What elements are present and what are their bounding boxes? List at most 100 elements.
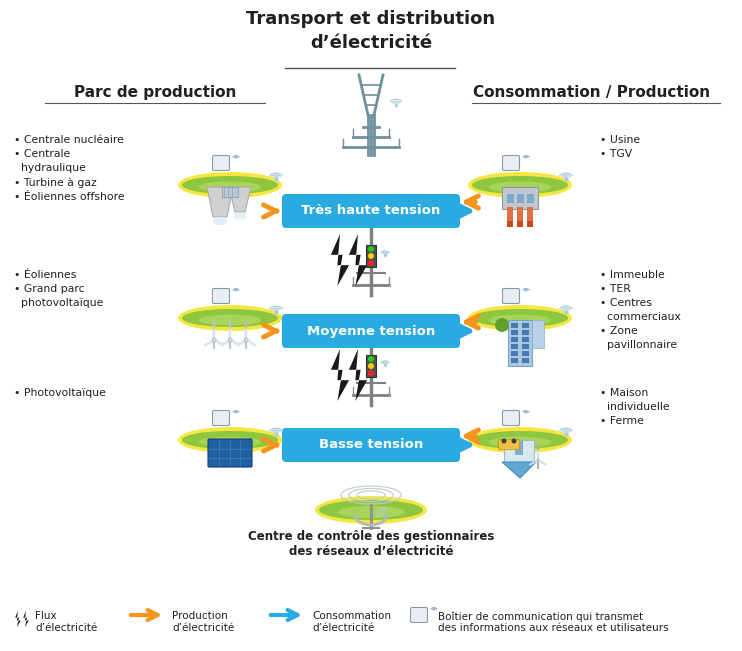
Bar	[511, 323, 518, 328]
Bar	[504, 440, 534, 462]
Ellipse shape	[489, 314, 551, 326]
Bar	[511, 337, 518, 342]
Ellipse shape	[472, 176, 568, 194]
FancyBboxPatch shape	[212, 156, 229, 171]
Bar	[507, 221, 513, 227]
Bar	[511, 330, 518, 335]
Text: • Centrale nucléaire
• Centrale
  hydraulique
• Turbine à gaz
• Éoliennes offsho: • Centrale nucléaire • Centrale hydrauli…	[14, 135, 125, 202]
Circle shape	[240, 213, 246, 219]
Polygon shape	[15, 611, 21, 628]
Bar	[522, 330, 529, 335]
Circle shape	[495, 318, 509, 332]
Bar	[517, 207, 523, 223]
Text: Parc de production: Parc de production	[73, 85, 236, 100]
Text: Consommation / Production: Consommation / Production	[473, 85, 711, 100]
Circle shape	[213, 217, 221, 225]
Polygon shape	[229, 187, 251, 212]
FancyBboxPatch shape	[282, 428, 460, 462]
Bar	[522, 358, 529, 363]
Ellipse shape	[182, 176, 278, 194]
FancyBboxPatch shape	[282, 194, 460, 228]
Ellipse shape	[199, 182, 261, 193]
Ellipse shape	[337, 506, 405, 518]
Bar	[508, 320, 532, 366]
Ellipse shape	[178, 172, 282, 198]
Ellipse shape	[489, 182, 551, 193]
Circle shape	[244, 338, 248, 342]
FancyBboxPatch shape	[282, 314, 460, 348]
Circle shape	[368, 356, 374, 362]
Polygon shape	[331, 234, 349, 286]
Bar	[222, 187, 238, 197]
Circle shape	[216, 217, 224, 225]
FancyBboxPatch shape	[410, 607, 427, 622]
Polygon shape	[331, 349, 349, 401]
FancyBboxPatch shape	[502, 156, 519, 171]
Polygon shape	[23, 611, 29, 628]
Text: Transport et distribution
d’électricité: Transport et distribution d’électricité	[246, 10, 496, 51]
Bar	[517, 194, 524, 203]
Circle shape	[219, 217, 227, 225]
Polygon shape	[207, 187, 233, 217]
Ellipse shape	[468, 305, 572, 331]
Text: Moyenne tension: Moyenne tension	[307, 324, 435, 337]
FancyBboxPatch shape	[208, 439, 252, 467]
Bar	[515, 441, 523, 455]
Ellipse shape	[178, 427, 282, 453]
Text: Production
d’électricité: Production d’électricité	[172, 611, 234, 633]
Bar	[517, 221, 523, 227]
Circle shape	[212, 338, 216, 342]
Bar	[532, 320, 544, 348]
Bar	[366, 245, 376, 267]
FancyBboxPatch shape	[502, 288, 519, 303]
Ellipse shape	[468, 427, 572, 453]
Text: Consommation
d’électricité: Consommation d’électricité	[312, 611, 391, 633]
Text: • Photovoltaïque: • Photovoltaïque	[14, 388, 106, 398]
Circle shape	[511, 439, 516, 443]
Polygon shape	[502, 462, 536, 478]
Circle shape	[536, 458, 539, 462]
Circle shape	[368, 253, 374, 259]
Text: • Maison
  individuelle
• Ferme: • Maison individuelle • Ferme	[600, 388, 669, 426]
Bar	[527, 207, 533, 223]
Text: Très haute tension: Très haute tension	[301, 204, 441, 217]
Ellipse shape	[182, 309, 278, 327]
Circle shape	[237, 213, 243, 219]
Text: • Éoliennes
• Grand parc
  photovoltaïque: • Éoliennes • Grand parc photovoltaïque	[14, 270, 103, 308]
Bar	[366, 355, 376, 377]
Circle shape	[368, 370, 374, 376]
Ellipse shape	[182, 431, 278, 449]
Ellipse shape	[489, 437, 551, 447]
Bar	[502, 187, 538, 209]
Ellipse shape	[315, 496, 427, 524]
Circle shape	[234, 213, 240, 219]
FancyBboxPatch shape	[212, 411, 229, 426]
Bar	[507, 194, 514, 203]
Bar	[527, 194, 534, 203]
Text: Boîtier de communication qui transmet
des informations aux réseaux et utilisateu: Boîtier de communication qui transmet de…	[438, 611, 669, 633]
Text: Flux
d’électricité: Flux d’électricité	[35, 611, 97, 633]
Circle shape	[368, 363, 374, 369]
Bar	[511, 351, 518, 356]
FancyBboxPatch shape	[499, 439, 519, 449]
FancyBboxPatch shape	[212, 288, 229, 303]
Bar	[522, 337, 529, 342]
Bar	[522, 323, 529, 328]
FancyBboxPatch shape	[502, 411, 519, 426]
Bar	[522, 344, 529, 349]
Bar	[511, 358, 518, 363]
Ellipse shape	[472, 431, 568, 449]
Ellipse shape	[472, 309, 568, 327]
Ellipse shape	[468, 172, 572, 198]
Text: • Usine
• TGV: • Usine • TGV	[600, 135, 640, 159]
Text: Centre de contrôle des gestionnaires
des réseaux d’électricité: Centre de contrôle des gestionnaires des…	[248, 530, 494, 558]
Ellipse shape	[199, 437, 261, 447]
Text: • Immeuble
• TER
• Centres
  commerciaux
• Zone
  pavillonnaire: • Immeuble • TER • Centres commerciaux •…	[600, 270, 681, 350]
Circle shape	[368, 246, 374, 252]
Bar	[511, 344, 518, 349]
Ellipse shape	[178, 305, 282, 331]
Circle shape	[368, 260, 374, 266]
Polygon shape	[349, 234, 367, 286]
Ellipse shape	[319, 500, 423, 520]
Polygon shape	[349, 349, 367, 401]
